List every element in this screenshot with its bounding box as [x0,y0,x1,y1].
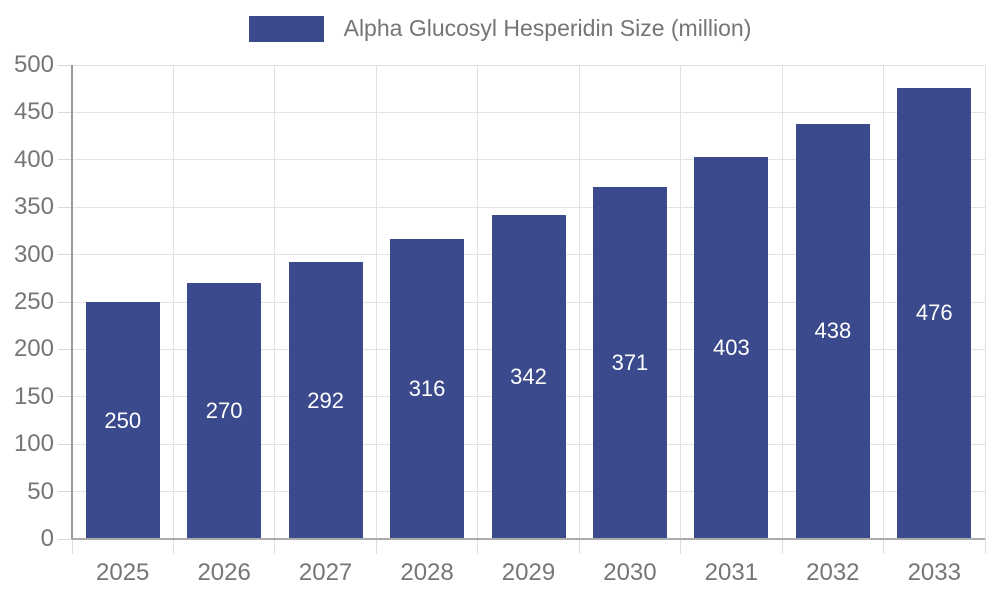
y-axis-tick-label: 100 [13,430,54,458]
x-axis-tick [71,539,73,554]
x-axis-tick-label: 2026 [197,559,251,586]
bar[interactable]: 316 [390,239,465,539]
bar[interactable]: 342 [491,214,566,539]
bar-value-label: 438 [814,318,852,344]
y-axis-tick-label: 250 [13,288,54,315]
y-axis-tick-label: 0 [40,525,54,552]
x-axis-tick [781,539,783,554]
y-axis-tick [58,443,72,445]
x-axis-line [72,538,985,540]
y-axis-tick [58,206,72,208]
v-gridline [274,65,276,539]
bar[interactable]: 371 [592,187,667,539]
x-axis-tick [984,539,986,554]
y-axis-tick-label: 300 [13,240,54,268]
legend-label: Alpha Glucosyl Hesperidin Size (million) [343,15,752,41]
bar-value-label: 292 [307,387,344,413]
bar[interactable]: 438 [795,123,870,539]
bar[interactable]: 292 [288,262,363,539]
y-axis-tick-label: 200 [13,335,54,363]
y-axis-tick [58,254,72,256]
bar[interactable]: 270 [187,283,262,539]
v-gridline [375,65,377,539]
h-gridline [72,64,985,66]
v-gridline [680,65,682,539]
h-gridline [72,111,985,113]
bar-value-label: 250 [104,407,142,433]
v-gridline [883,65,885,539]
bar-value-label: 270 [205,398,243,423]
y-axis-tick-label: 450 [13,98,54,126]
x-axis-tick-label: 2030 [603,559,657,586]
x-axis-tick-label: 2029 [501,559,556,586]
v-gridline [477,65,479,539]
x-axis-tick [375,539,377,554]
y-axis-tick-label: 150 [13,382,54,410]
x-axis-tick-label: 2028 [400,559,454,586]
y-axis-tick-label: 400 [13,145,54,173]
x-axis-tick [578,539,580,554]
bar-value-label: 403 [713,334,750,360]
x-axis-tick-label: 2027 [298,559,353,586]
x-axis-tick [274,539,276,554]
y-axis-tick [58,64,72,66]
y-axis-tick [58,538,72,540]
y-axis-tick [58,348,72,350]
bar[interactable]: 250 [85,302,160,539]
y-axis-tick [58,301,72,303]
v-gridline [781,65,783,539]
y-axis-line [71,65,73,539]
bar-value-label: 316 [408,376,446,402]
legend-item[interactable]: Alpha Glucosyl Hesperidin Size (million) [0,15,1000,42]
x-axis-tick [172,539,174,554]
x-axis-tick [883,539,885,554]
bar[interactable]: 403 [694,156,769,539]
y-axis-tick [58,111,72,113]
y-axis-tick-label: 500 [13,51,54,78]
y-axis-tick [58,159,72,161]
y-axis-tick-label: 350 [13,193,54,221]
x-axis-tick-label: 2031 [704,559,759,586]
y-axis-tick-label: 50 [27,477,54,505]
y-axis-tick [58,396,72,398]
v-gridline [984,65,986,539]
v-gridline [172,65,174,539]
y-axis-tick [58,491,72,493]
x-axis-tick-label: 2025 [96,559,150,586]
bar[interactable]: 476 [897,87,972,539]
v-gridline [578,65,580,539]
x-axis-tick-label: 2033 [907,559,961,586]
x-axis-tick [680,539,682,554]
h-gridline [72,159,985,161]
x-axis-tick-label: 2032 [806,559,860,586]
bar-value-label: 476 [915,300,953,326]
bar-value-label: 371 [611,350,649,376]
legend-swatch [248,15,324,42]
x-axis-tick [477,539,479,554]
h-gridline [72,206,985,208]
bar-value-label: 342 [510,363,547,389]
